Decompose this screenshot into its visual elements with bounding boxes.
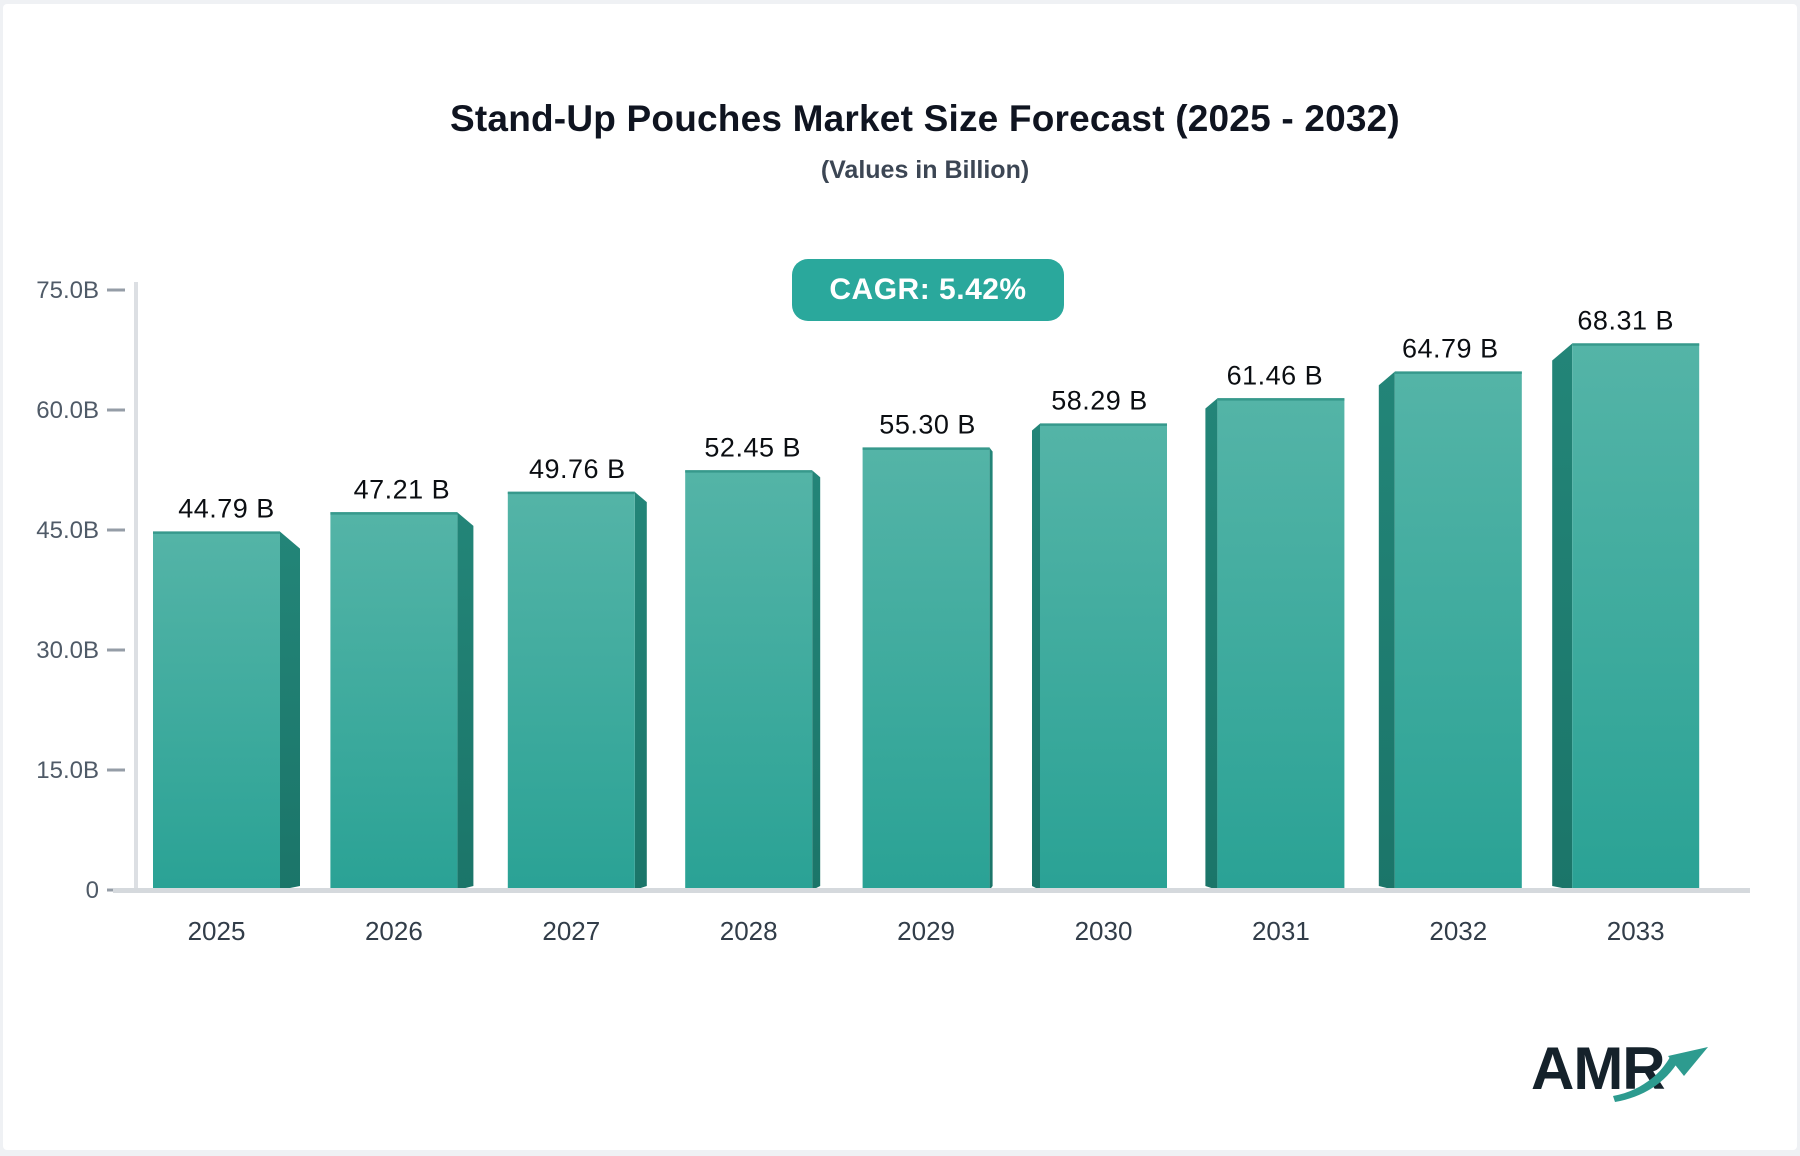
bar-2026: 47.21 B 2026 (330, 474, 474, 946)
bar-value-label: 55.30 B (879, 410, 976, 440)
x-axis-label: 2030 (1075, 916, 1133, 946)
bar-face (1040, 423, 1167, 890)
x-axis-label: 2026 (365, 916, 423, 946)
bar-value-label: 64.79 B (1402, 334, 1499, 364)
cagr-badge-label: CAGR: 5.42% (829, 273, 1027, 306)
bar-face (507, 491, 635, 890)
bar-2032: 64.79 B 2032 (1378, 334, 1522, 946)
bar-side-face (1378, 371, 1395, 890)
bar-face (862, 447, 990, 890)
bar-face (1394, 371, 1522, 890)
bar-2027: 49.76 B 2027 (507, 454, 647, 946)
x-axis-label: 2027 (542, 916, 600, 946)
bar-face (330, 512, 458, 890)
y-axis-label: 30.0B (36, 637, 99, 664)
y-axis-label: 60.0B (36, 397, 99, 424)
bar-2031: 61.46 B 2031 (1205, 360, 1345, 946)
bar-2030: 58.29 B 2030 (1032, 386, 1167, 946)
bar-chart: 0 15.0B 30.0B 45.0B 60.0B 75.0B 44.79 B 2025 47.… (36, 277, 1750, 946)
amr-logo: AMR (1531, 1034, 1731, 1114)
x-axis-label: 2028 (720, 916, 778, 946)
x-axis-line (113, 888, 1750, 893)
y-axis-label: 45.0B (36, 517, 99, 544)
bar-2033: 68.31 B 2033 (1552, 306, 1700, 946)
bar-side-face (1552, 343, 1573, 890)
bar-side-face (812, 470, 821, 890)
bar-value-label: 58.29 B (1051, 386, 1148, 416)
chart-header: Stand-Up Pouches Market Size Forecast (2… (53, 98, 1797, 185)
bar-2029: 55.30 B 2029 (862, 410, 993, 946)
y-axis-label: 0 (86, 877, 99, 904)
cagr-badge: CAGR: 5.42% (792, 259, 1064, 321)
page-title: Stand-Up Pouches Market Size Forecast (2… (450, 98, 1400, 139)
x-axis-label: 2025 (188, 916, 246, 946)
bar-side-face (1032, 423, 1040, 890)
bar-value-label: 49.76 B (529, 454, 626, 484)
bar-value-label: 61.46 B (1227, 360, 1324, 390)
bar-side-face (280, 531, 300, 890)
bar-value-label: 52.45 B (704, 432, 801, 462)
bar-2028: 52.45 B 2028 (685, 432, 821, 946)
bar-side-face (634, 491, 647, 890)
y-axis-label: 75.0B (36, 277, 99, 304)
x-axis-label: 2031 (1252, 916, 1310, 946)
x-axis-label: 2032 (1429, 916, 1487, 946)
bar-value-label: 68.31 B (1577, 306, 1674, 336)
bar-2025: 44.79 B 2025 (153, 494, 300, 946)
bar-side-face (457, 512, 474, 890)
x-axis-label: 2029 (897, 916, 955, 946)
bar-face (153, 531, 280, 890)
x-axis-label: 2033 (1607, 916, 1665, 946)
bar-side-face (1205, 398, 1218, 890)
bar-side-face (989, 447, 993, 890)
bar-face (685, 470, 813, 890)
bar-value-label: 47.21 B (354, 474, 451, 504)
bar-face (1217, 398, 1345, 890)
chart-card: Stand-Up Pouches Market Size Forecast (2… (3, 4, 1797, 1150)
y-axis-label: 15.0B (36, 757, 99, 784)
growth-arrow-icon (1613, 1047, 1708, 1102)
bar-value-label: 44.79 B (178, 494, 275, 524)
bar-face (1572, 343, 1700, 890)
chart-subtitle: (Values in Billion) (820, 156, 1030, 184)
